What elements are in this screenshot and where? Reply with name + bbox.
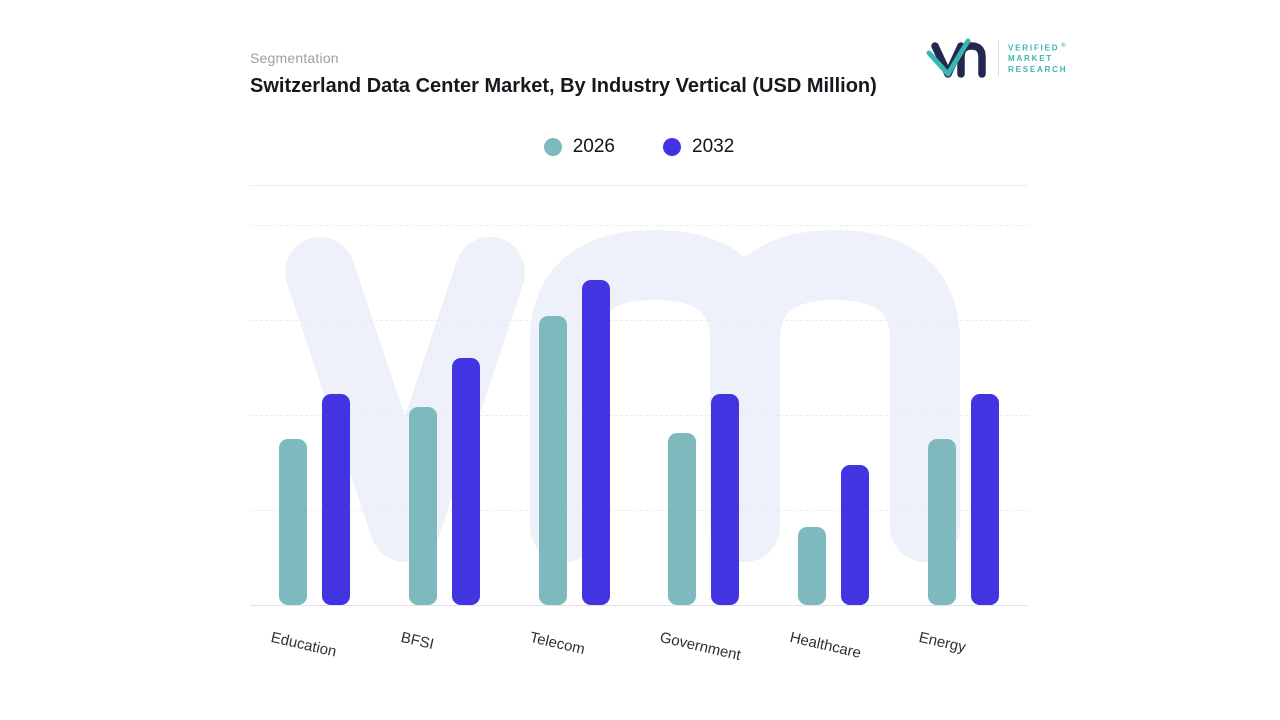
x-label-government: Government	[657, 629, 743, 665]
bar-2026-healthcare	[798, 527, 826, 605]
bar-2026-education	[279, 439, 308, 605]
gridline	[250, 225, 1028, 226]
plot-area	[250, 225, 1028, 606]
x-label-healthcare: Healthcare	[787, 629, 863, 662]
logo-line-2: MARKET	[1008, 54, 1054, 64]
legend-dot-2032	[663, 138, 681, 156]
bar-2032-government	[711, 394, 740, 605]
bar-2032-bfsi	[452, 358, 480, 605]
bar-2026-government	[668, 433, 697, 605]
chart-title: Switzerland Data Center Market, By Indus…	[250, 75, 877, 97]
registered-mark: ®	[1061, 42, 1068, 49]
logo-line-1: VERIFIED	[1008, 43, 1060, 53]
bar-2026-telecom	[538, 316, 567, 605]
bar-2032-energy	[970, 394, 999, 605]
bar-2026-energy	[927, 439, 956, 605]
bar-2032-healthcare	[841, 465, 869, 605]
bar-2026-bfsi	[409, 407, 437, 605]
vmr-watermark	[285, 230, 960, 562]
chart-legend: 2026 2032	[250, 136, 1028, 158]
gridline	[250, 415, 1028, 416]
gridline	[250, 510, 1028, 511]
header-divider	[250, 185, 1028, 186]
gridline	[250, 320, 1028, 321]
segmentation-label: Segmentation	[250, 50, 339, 66]
vmr-logo: VERIFIED ® MARKET RESEARCH	[925, 36, 1068, 80]
legend-item-2026[interactable]: 2026	[543, 136, 615, 158]
x-axis-labels: Education BFSI Telecom Government Healthcare…	[250, 615, 1028, 695]
x-label-energy: Energy	[917, 629, 968, 657]
legend-item-2032[interactable]: 2032	[663, 136, 734, 158]
x-label-education: Education	[268, 629, 338, 661]
logo-line-3: RESEARCH	[1008, 65, 1068, 75]
vmr-logo-mark	[926, 38, 986, 78]
legend-dot-2026	[543, 138, 562, 156]
legend-label-2026: 2026	[572, 136, 615, 157]
logo-wordmark: VERIFIED ® MARKET RESEARCH	[1008, 41, 1068, 76]
logo-divider	[998, 40, 999, 76]
bar-2032-education	[322, 394, 351, 605]
bar-2032-telecom	[581, 280, 610, 605]
x-label-telecom: Telecom	[528, 629, 587, 659]
legend-label-2032: 2032	[692, 136, 735, 157]
x-label-bfsi: BFSI	[398, 629, 435, 654]
